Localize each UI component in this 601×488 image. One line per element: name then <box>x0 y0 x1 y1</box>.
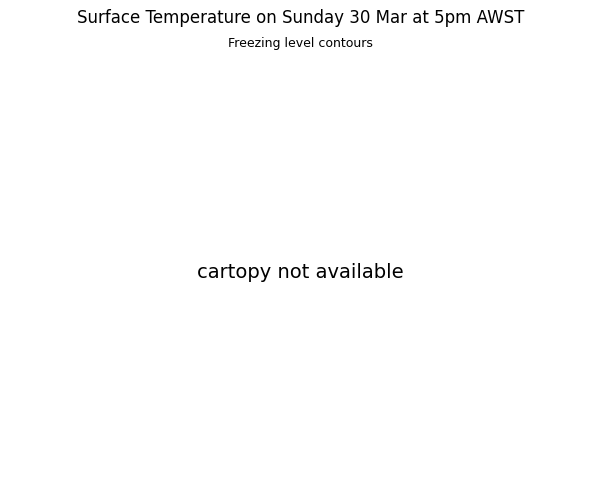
Text: Surface Temperature on Sunday 30 Mar at 5pm AWST: Surface Temperature on Sunday 30 Mar at … <box>77 9 524 27</box>
Text: cartopy not available: cartopy not available <box>197 263 404 282</box>
Text: Freezing level contours: Freezing level contours <box>228 37 373 50</box>
